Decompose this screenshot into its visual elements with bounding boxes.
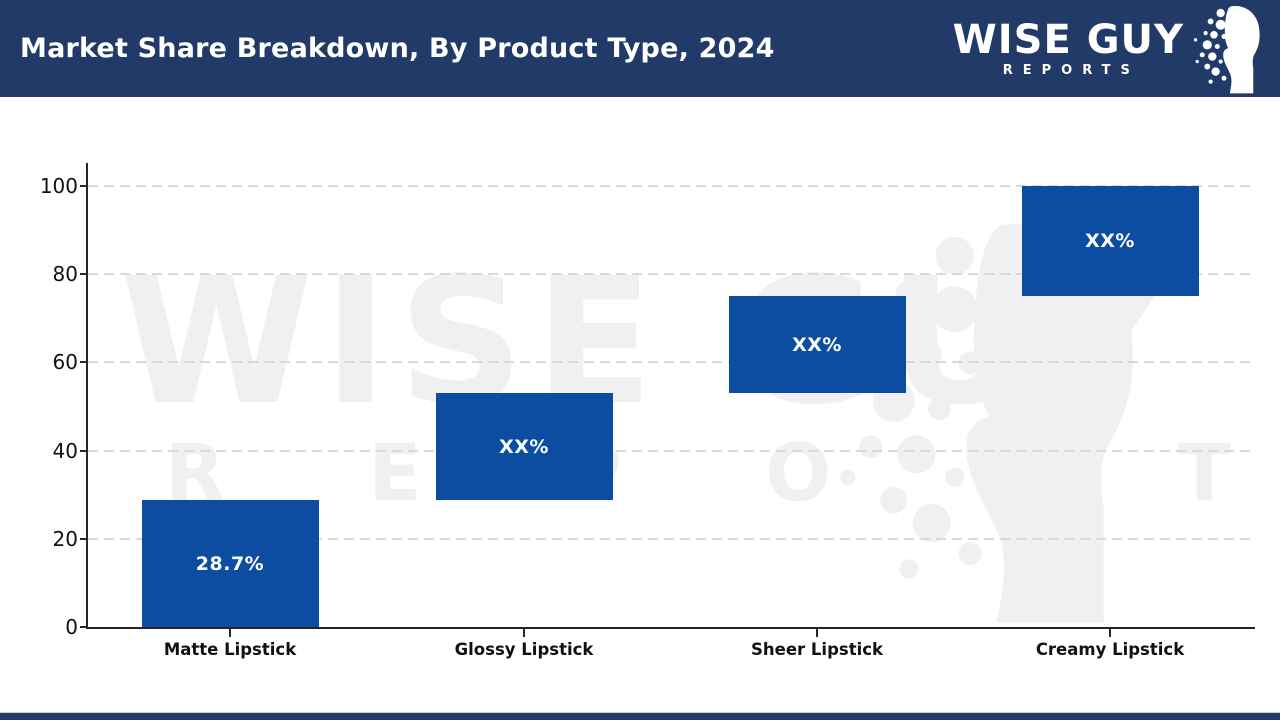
brand-logo-line2: REPORTS xyxy=(1002,62,1140,78)
gridline-20 xyxy=(88,537,1255,540)
footer-divider-line xyxy=(0,712,1280,713)
y-axis-line xyxy=(86,163,88,629)
x-axis-label-3: Creamy Lipstick xyxy=(1035,640,1185,659)
watermark-dotted-face xyxy=(832,223,1133,623)
y-axis-tick-60 xyxy=(80,361,88,364)
bar-value-label: 28.7% xyxy=(195,552,265,575)
x-axis-label-0: Matte Lipstick xyxy=(163,640,297,659)
brand-logo: WISE GUY REPORTS xyxy=(953,3,1280,95)
x-axis-tick-1 xyxy=(523,629,525,637)
footer-bar xyxy=(0,713,1280,720)
bar-value-label: XX% xyxy=(1085,230,1135,253)
bar-value-label: XX% xyxy=(792,333,842,356)
header-bar: Market Share Breakdown, By Product Type,… xyxy=(0,0,1280,97)
bar-sheer-lipstick: XX% xyxy=(728,296,906,394)
y-axis-tick-20 xyxy=(80,537,88,540)
y-axis-label-20: 20 xyxy=(52,526,78,551)
y-axis-tick-40 xyxy=(80,449,88,452)
bar-matte-lipstick: 28.7% xyxy=(141,500,319,627)
gridline-40 xyxy=(88,449,1255,452)
brand-logo-line1: WISE GUY xyxy=(952,16,1184,63)
x-axis-line xyxy=(86,627,1255,629)
y-axis-label-60: 60 xyxy=(52,350,78,375)
gridline-100 xyxy=(88,185,1255,187)
y-axis-label-40: 40 xyxy=(52,438,78,463)
bar-glossy-lipstick: XX% xyxy=(435,393,613,501)
x-axis-label-2: Sheer Lipstick xyxy=(751,640,883,659)
chart-title: Market Share Breakdown, By Product Type,… xyxy=(20,33,775,64)
bar-creamy-lipstick: XX% xyxy=(1021,186,1199,297)
y-axis-label-0: 0 xyxy=(65,615,78,639)
gridline-80 xyxy=(88,273,1255,276)
bar-value-label: XX% xyxy=(499,435,549,458)
y-axis-label-80: 80 xyxy=(52,262,78,287)
gridline-60 xyxy=(88,361,1255,364)
x-axis-tick-0 xyxy=(229,629,231,637)
brand-logo-text: WISE GUY REPORTS xyxy=(953,20,1184,78)
x-axis-tick-2 xyxy=(816,629,818,637)
y-axis-tick-100 xyxy=(80,185,88,187)
y-axis-tick-0 xyxy=(80,626,88,628)
y-axis-label-100: 100 xyxy=(39,174,78,198)
y-axis-tick-80 xyxy=(80,273,88,276)
x-axis-tick-3 xyxy=(1109,629,1111,637)
dotted-face-icon xyxy=(1193,5,1260,93)
x-axis-label-1: Glossy Lipstick xyxy=(454,640,594,659)
